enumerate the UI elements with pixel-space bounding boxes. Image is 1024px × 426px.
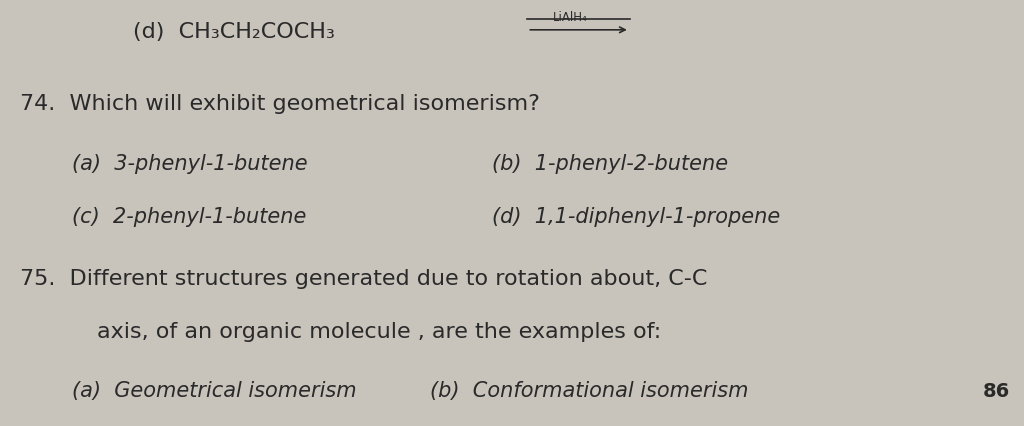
Text: 75.  Different structures generated due to rotation about, C-C: 75. Different structures generated due t… — [20, 269, 708, 289]
Text: LiAlH₄: LiAlH₄ — [553, 11, 588, 23]
Text: (a)  Geometrical isomerism: (a) Geometrical isomerism — [72, 381, 356, 401]
Text: (b)  1-phenyl-2-butene: (b) 1-phenyl-2-butene — [492, 154, 728, 174]
Text: (a)  3-phenyl-1-butene: (a) 3-phenyl-1-butene — [72, 154, 307, 174]
Text: axis, of an organic molecule , are the examples of:: axis, of an organic molecule , are the e… — [97, 322, 662, 342]
Text: (c)  2-phenyl-1-butene: (c) 2-phenyl-1-butene — [72, 207, 306, 227]
Text: (d)  CH₃CH₂COCH₃: (d) CH₃CH₂COCH₃ — [133, 22, 335, 42]
Text: (b)  Conformational isomerism: (b) Conformational isomerism — [430, 381, 749, 401]
Text: (d)  1,1-diphenyl-1-propene: (d) 1,1-diphenyl-1-propene — [492, 207, 779, 227]
Text: 86: 86 — [983, 382, 1011, 400]
Text: 74.  Which will exhibit geometrical isomerism?: 74. Which will exhibit geometrical isome… — [20, 95, 541, 114]
